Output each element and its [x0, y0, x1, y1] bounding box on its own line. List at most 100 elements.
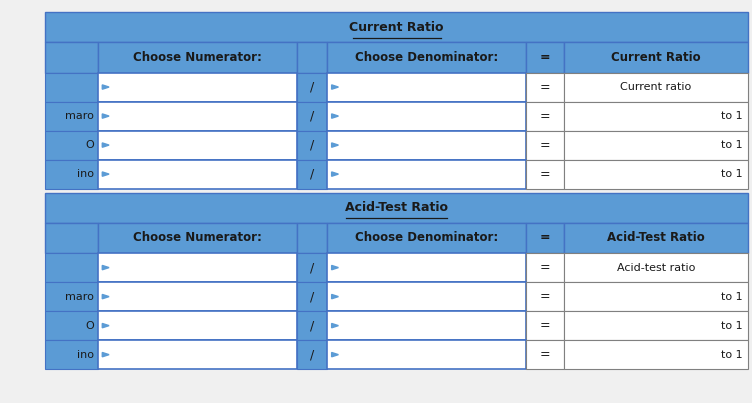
Text: /: / — [310, 110, 314, 123]
Text: to 1: to 1 — [720, 140, 742, 150]
Bar — [297, 223, 327, 253]
Text: =: = — [540, 110, 550, 123]
Bar — [45, 160, 98, 189]
Bar — [297, 131, 327, 160]
Bar — [98, 311, 297, 340]
Bar — [297, 311, 327, 340]
Polygon shape — [102, 114, 109, 118]
Polygon shape — [332, 172, 338, 176]
Text: Current ratio: Current ratio — [620, 82, 692, 92]
Text: /: / — [310, 319, 314, 332]
Polygon shape — [332, 143, 338, 147]
Bar — [526, 253, 564, 282]
Bar — [45, 193, 748, 223]
Bar — [564, 340, 748, 369]
Polygon shape — [332, 324, 338, 328]
Bar — [45, 253, 98, 282]
Bar — [297, 102, 327, 131]
Bar — [327, 42, 526, 73]
Bar — [327, 131, 526, 160]
Polygon shape — [332, 85, 338, 89]
Text: ino: ino — [77, 169, 94, 179]
Bar — [564, 223, 748, 253]
Polygon shape — [102, 324, 109, 328]
Text: =: = — [540, 81, 550, 93]
Text: /: / — [310, 139, 314, 152]
Bar — [45, 42, 98, 73]
Text: Current Ratio: Current Ratio — [611, 51, 701, 64]
Bar — [564, 73, 748, 102]
Bar — [45, 102, 98, 131]
Bar — [98, 42, 297, 73]
Text: O: O — [85, 321, 94, 330]
Bar — [327, 223, 526, 253]
Bar — [98, 131, 297, 160]
Polygon shape — [332, 114, 338, 118]
Bar — [564, 131, 748, 160]
Bar — [564, 253, 748, 282]
Text: ino: ino — [77, 350, 94, 359]
Bar — [526, 102, 564, 131]
Bar — [526, 160, 564, 189]
Text: to 1: to 1 — [720, 292, 742, 301]
Bar — [45, 131, 98, 160]
Text: maro: maro — [65, 111, 94, 121]
Text: /: / — [310, 290, 314, 303]
Bar — [98, 340, 297, 369]
Bar — [327, 253, 526, 282]
Bar — [564, 42, 748, 73]
Bar — [98, 253, 297, 282]
Bar — [45, 73, 98, 102]
Polygon shape — [102, 172, 109, 176]
Bar — [98, 73, 297, 102]
Bar — [327, 282, 526, 311]
Bar — [564, 160, 748, 189]
Bar — [564, 282, 748, 311]
Polygon shape — [102, 143, 109, 147]
Text: Acid-Test Ratio: Acid-Test Ratio — [345, 201, 448, 214]
Text: =: = — [540, 319, 550, 332]
Text: =: = — [540, 51, 550, 64]
Bar — [297, 160, 327, 189]
Polygon shape — [332, 266, 338, 270]
Text: =: = — [540, 168, 550, 181]
Polygon shape — [102, 295, 109, 299]
Text: /: / — [310, 348, 314, 361]
Bar — [98, 223, 297, 253]
Bar — [45, 12, 748, 42]
Text: to 1: to 1 — [720, 111, 742, 121]
Text: =: = — [540, 231, 550, 245]
Bar — [45, 340, 98, 369]
Text: O: O — [85, 140, 94, 150]
Text: to 1: to 1 — [720, 321, 742, 330]
Bar — [98, 160, 297, 189]
Polygon shape — [332, 353, 338, 357]
Polygon shape — [102, 353, 109, 357]
Text: =: = — [540, 348, 550, 361]
Text: Current Ratio: Current Ratio — [350, 21, 444, 34]
Text: Choose Numerator:: Choose Numerator: — [133, 231, 262, 245]
Text: Choose Denominator:: Choose Denominator: — [355, 51, 499, 64]
Text: to 1: to 1 — [720, 350, 742, 359]
Bar — [98, 282, 297, 311]
Bar — [327, 340, 526, 369]
Text: Acid-Test Ratio: Acid-Test Ratio — [608, 231, 705, 245]
Bar — [297, 42, 327, 73]
Bar — [327, 311, 526, 340]
Text: maro: maro — [65, 292, 94, 301]
Text: =: = — [540, 261, 550, 274]
Text: Choose Denominator:: Choose Denominator: — [355, 231, 499, 245]
Bar — [526, 42, 564, 73]
Polygon shape — [332, 295, 338, 299]
Bar — [327, 73, 526, 102]
Text: to 1: to 1 — [720, 169, 742, 179]
Text: /: / — [310, 261, 314, 274]
Text: /: / — [310, 168, 314, 181]
Text: Acid-test ratio: Acid-test ratio — [617, 263, 696, 272]
Bar — [564, 102, 748, 131]
Bar — [45, 311, 98, 340]
Text: Choose Numerator:: Choose Numerator: — [133, 51, 262, 64]
Text: /: / — [310, 81, 314, 93]
Bar — [526, 131, 564, 160]
Polygon shape — [102, 266, 109, 270]
